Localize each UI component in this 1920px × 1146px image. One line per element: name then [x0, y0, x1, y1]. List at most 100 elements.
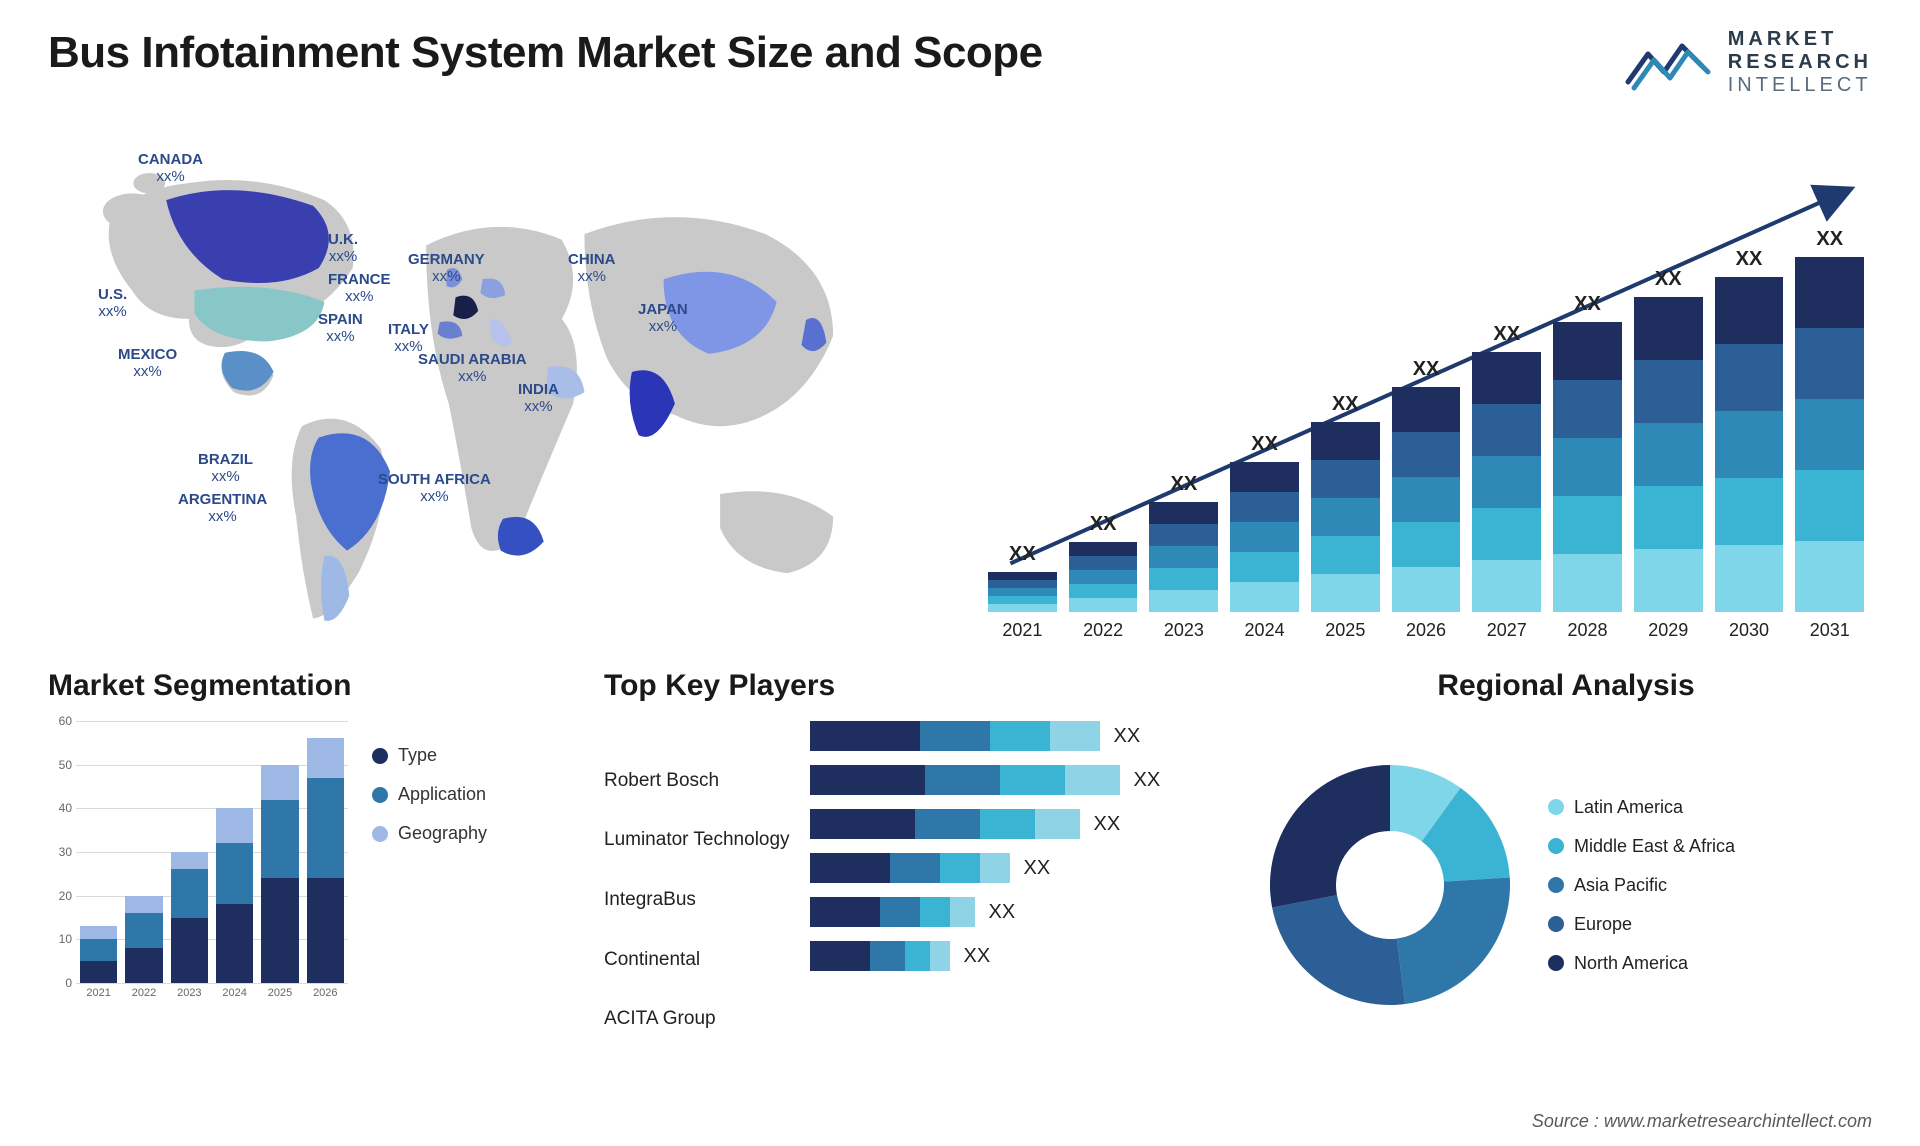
regional-panel: Regional Analysis Latin AmericaMiddle Ea… — [1260, 669, 1872, 1049]
key-player-value: XX — [1114, 725, 1141, 748]
map-label-u-k-: U.K.xx% — [328, 231, 358, 266]
key-players-body: Robert BoschLuminator TechnologyIntegraB… — [604, 721, 1224, 1049]
seg-col-2025 — [261, 765, 298, 983]
key-player-bar — [810, 721, 1100, 751]
map-label-france: FRANCExx% — [328, 271, 391, 306]
seg-bar — [261, 765, 298, 983]
legend-label: Application — [398, 784, 486, 805]
growth-segment — [1230, 522, 1299, 552]
seg-segment-application — [307, 778, 344, 878]
seg-bar — [171, 852, 208, 983]
key-player-row: XX — [810, 853, 1224, 883]
seg-segment-geography — [216, 808, 253, 843]
seg-xlabel: 2021 — [80, 983, 117, 1011]
key-player-row: XX — [810, 941, 1224, 971]
legend-dot-icon — [1548, 916, 1564, 932]
legend-dot-icon — [372, 826, 388, 842]
seg-xlabel: 2023 — [171, 983, 208, 1011]
donut-chart-icon — [1260, 755, 1520, 1015]
growth-col-2025: XX2025 — [1311, 393, 1380, 641]
key-player-segment — [1050, 721, 1100, 751]
key-player-segment — [920, 721, 990, 751]
seg-segment-type — [216, 904, 253, 983]
growth-value-label: XX — [1009, 543, 1036, 566]
key-player-segment — [880, 897, 920, 927]
growth-year-label: 2026 — [1406, 620, 1446, 641]
growth-segment — [1795, 399, 1864, 470]
page-title: Bus Infotainment System Market Size and … — [48, 28, 1043, 78]
growth-segment — [1311, 460, 1380, 498]
growth-segment — [1230, 492, 1299, 522]
growth-col-2029: XX2029 — [1634, 268, 1703, 641]
growth-segment — [1472, 456, 1541, 508]
seg-xlabel: 2025 — [261, 983, 298, 1011]
legend-label: Latin America — [1574, 797, 1683, 818]
map-label-mexico: MEXICOxx% — [118, 346, 177, 381]
seg-ytick: 30 — [59, 845, 72, 859]
world-map-panel: CANADAxx%U.S.xx%MEXICOxx%BRAZILxx%ARGENT… — [48, 121, 940, 641]
seg-bar — [216, 808, 253, 983]
segmentation-panel: Market Segmentation 0102030405060 202120… — [48, 669, 568, 1049]
key-players-title: Top Key Players — [604, 669, 1224, 703]
growth-col-2023: XX2023 — [1149, 473, 1218, 641]
growth-col-2031: XX2031 — [1795, 228, 1864, 641]
donut-slice-asia-pacific — [1397, 877, 1510, 1004]
growth-segment — [1472, 508, 1541, 560]
growth-segment — [1795, 470, 1864, 541]
key-player-label: IntegraBus — [604, 889, 790, 911]
growth-col-2028: XX2028 — [1553, 293, 1622, 641]
map-label-saudi-arabia: SAUDI ARABIAxx% — [418, 351, 527, 386]
legend-label: Middle East & Africa — [1574, 836, 1735, 857]
map-country-south_africa — [498, 517, 544, 556]
legend-dot-icon — [1548, 838, 1564, 854]
growth-segment — [1795, 257, 1864, 328]
seg-bar — [307, 738, 344, 983]
growth-value-label: XX — [1090, 513, 1117, 536]
growth-value-label: XX — [1493, 323, 1520, 346]
source-caption: Source : www.marketresearchintellect.com — [1532, 1111, 1872, 1132]
key-player-row: XX — [810, 809, 1224, 839]
growth-bar — [1472, 352, 1541, 612]
growth-chart: XX2021XX2022XX2023XX2024XX2025XX2026XX20… — [980, 201, 1872, 641]
growth-bar — [1311, 422, 1380, 612]
growth-year-label: 2027 — [1487, 620, 1527, 641]
growth-bar — [1069, 542, 1138, 612]
legend-dot-icon — [1548, 799, 1564, 815]
seg-legend-item-type: Type — [372, 745, 487, 766]
seg-segment-type — [261, 878, 298, 983]
seg-col-2023 — [171, 852, 208, 983]
key-player-row: XX — [810, 897, 1224, 927]
growth-segment — [1715, 277, 1784, 344]
seg-segment-geography — [261, 765, 298, 800]
growth-segment — [1311, 422, 1380, 460]
growth-segment — [1392, 432, 1461, 477]
growth-segment — [1634, 360, 1703, 423]
growth-segment — [1553, 438, 1622, 496]
growth-year-label: 2021 — [1002, 620, 1042, 641]
growth-segment — [1149, 590, 1218, 612]
donut-slice-europe — [1272, 895, 1405, 1005]
seg-segment-geography — [307, 738, 344, 777]
key-player-segment — [905, 941, 930, 971]
growth-segment — [1553, 496, 1622, 554]
bottom-row: Market Segmentation 0102030405060 202120… — [48, 669, 1872, 1049]
growth-bar — [1715, 277, 1784, 612]
growth-col-2021: XX 2021 — [988, 543, 1057, 641]
growth-value-label: XX — [1170, 473, 1197, 496]
key-player-segment — [925, 765, 1000, 795]
seg-bar — [80, 926, 117, 983]
growth-segment — [1392, 387, 1461, 432]
growth-bar — [1795, 257, 1864, 612]
growth-year-label: 2030 — [1729, 620, 1769, 641]
key-player-value: XX — [1094, 813, 1121, 836]
segmentation-chart: 0102030405060 202120222023202420252026 — [48, 721, 348, 1011]
segmentation-legend: TypeApplicationGeography — [372, 721, 487, 1049]
growth-bar — [1149, 502, 1218, 612]
growth-segment — [1311, 536, 1380, 574]
seg-xlabel: 2026 — [307, 983, 344, 1011]
seg-col-2021 — [80, 926, 117, 983]
growth-segment — [1069, 542, 1138, 556]
legend-dot-icon — [372, 748, 388, 764]
logo-line1: MARKET — [1728, 28, 1872, 51]
growth-segment — [1553, 322, 1622, 380]
